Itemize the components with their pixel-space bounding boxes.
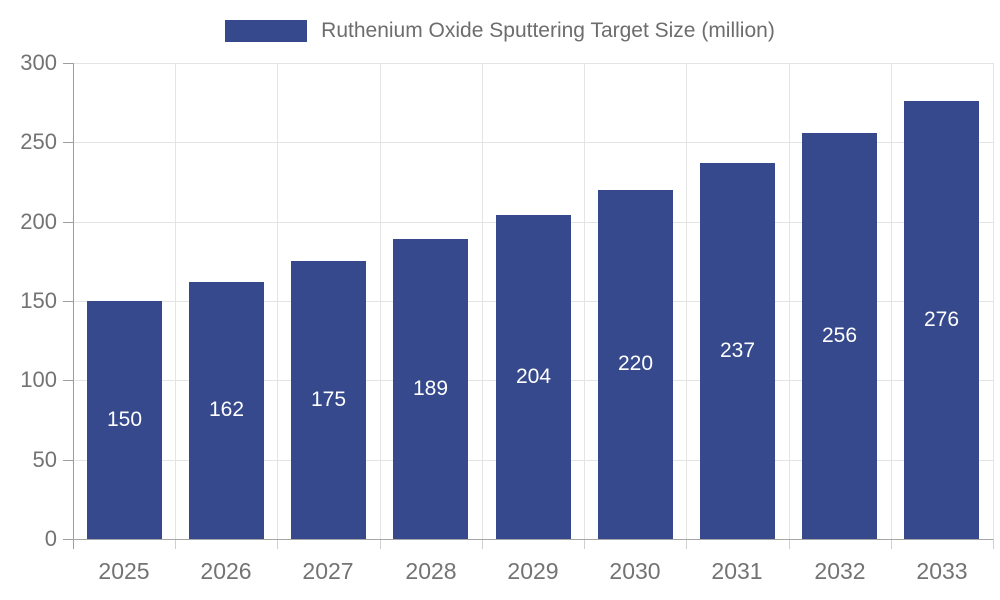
bar-value-label: 175 (310, 388, 347, 411)
gridline-vertical (175, 63, 176, 539)
y-tick-label: 100 (20, 367, 57, 392)
bar[interactable] (598, 190, 673, 539)
bar[interactable] (496, 215, 571, 539)
x-axis-tick (277, 539, 278, 549)
gridline-vertical (891, 63, 892, 539)
bar[interactable] (291, 261, 366, 539)
y-axis-tick (63, 380, 73, 381)
gridline-vertical (584, 63, 585, 539)
x-tick-label: 2027 (302, 558, 354, 584)
y-axis-tick (63, 222, 73, 223)
x-tick-label: 2032 (814, 558, 866, 584)
bar[interactable] (904, 101, 979, 539)
bar-value-label: 237 (719, 339, 756, 362)
gridline-horizontal (73, 142, 993, 143)
y-tick-label: 50 (32, 447, 57, 472)
y-axis-tick (63, 539, 73, 540)
x-axis-tick (584, 539, 585, 549)
x-tick-label: 2030 (609, 558, 661, 584)
x-tick-label: 2029 (507, 558, 559, 584)
gridline-vertical (380, 63, 381, 539)
y-axis-tick (63, 142, 73, 143)
y-tick-label: 150 (20, 288, 57, 313)
y-tick-label: 0 (44, 526, 57, 551)
y-axis-line (73, 63, 74, 549)
x-axis-tick (686, 539, 687, 549)
bar-value-label: 204 (515, 365, 552, 388)
x-tick-label: 2031 (711, 558, 763, 584)
y-tick-label: 300 (20, 50, 57, 75)
x-axis-tick (380, 539, 381, 549)
legend-label: Ruthenium Oxide Sputtering Target Size (… (321, 19, 775, 42)
bar-value-label: 189 (412, 377, 449, 400)
x-tick-label: 2028 (405, 558, 457, 584)
x-tick-label: 2033 (916, 558, 968, 584)
x-axis-tick (789, 539, 790, 549)
gridline-vertical (686, 63, 687, 539)
y-tick-label: 200 (20, 209, 57, 234)
x-axis-tick (175, 539, 176, 549)
x-axis-tick (993, 539, 994, 549)
x-axis-line (73, 539, 993, 540)
y-axis-tick (63, 460, 73, 461)
y-axis-tick (63, 301, 73, 302)
bar[interactable] (802, 133, 877, 539)
bar[interactable] (700, 163, 775, 539)
gridline-vertical (277, 63, 278, 539)
bar[interactable] (393, 239, 468, 539)
gridline-vertical (789, 63, 790, 539)
y-tick-label: 250 (20, 129, 57, 154)
bar[interactable] (189, 282, 264, 539)
bar-value-label: 276 (923, 308, 960, 331)
x-tick-label: 2026 (200, 558, 252, 584)
gridline-horizontal (73, 63, 993, 64)
x-tick-label: 2025 (98, 558, 150, 584)
gridline-vertical (482, 63, 483, 539)
legend-item[interactable]: Ruthenium Oxide Sputtering Target Size (… (225, 19, 775, 43)
bar-value-label: 256 (821, 324, 858, 347)
bar-value-label: 162 (208, 398, 245, 421)
bar[interactable] (87, 301, 162, 539)
y-axis-tick (63, 63, 73, 64)
legend: Ruthenium Oxide Sputtering Target Size (… (0, 17, 1000, 45)
x-axis-tick (891, 539, 892, 549)
x-axis-tick (482, 539, 483, 549)
legend-swatch (225, 20, 308, 42)
bar-value-label: 150 (106, 408, 143, 431)
gridline-vertical (993, 63, 994, 539)
bar-value-label: 220 (617, 352, 654, 375)
